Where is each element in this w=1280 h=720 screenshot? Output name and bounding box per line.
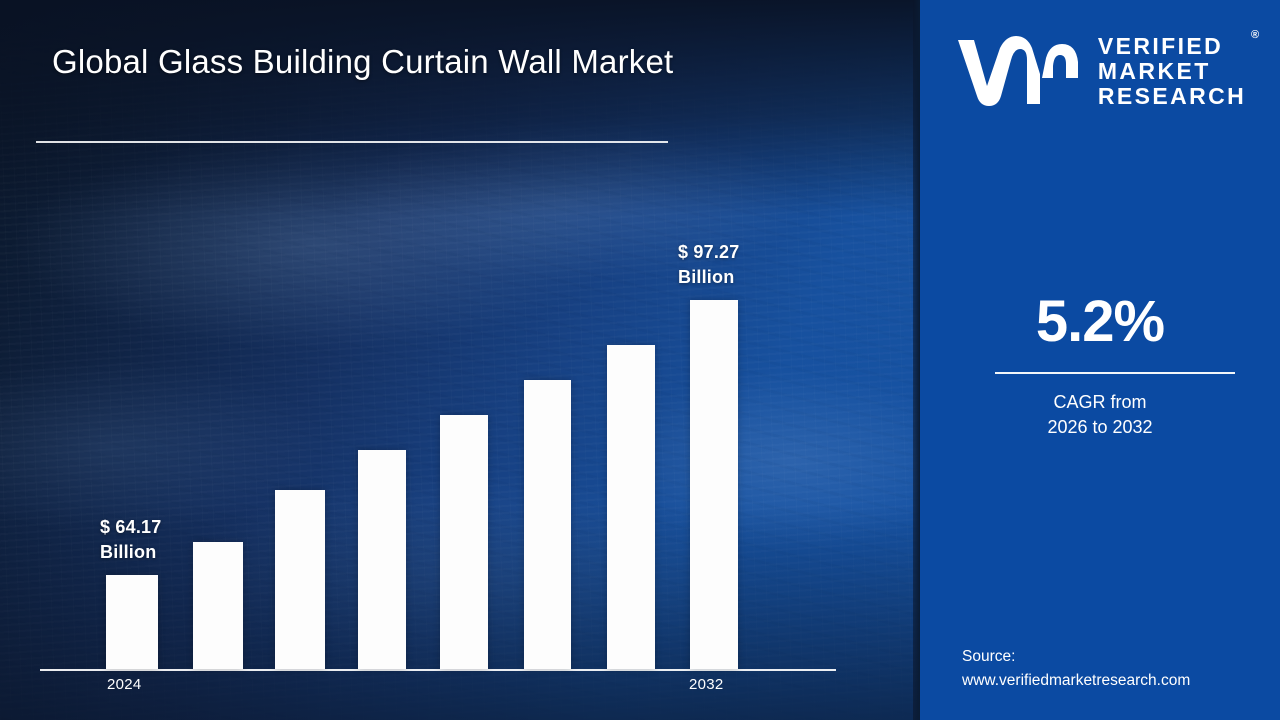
axis-tick-label-2032: 2032 xyxy=(689,676,724,693)
cagr-value: 5.2% xyxy=(1035,289,1165,354)
page-title: Global Glass Building Curtain Wall Marke… xyxy=(52,40,712,84)
brand-logo[interactable]: VERIFIED MARKET RESEARCH ® xyxy=(920,28,1280,114)
source-label: Source: xyxy=(962,648,1016,665)
registered-trademark-icon: ® xyxy=(1251,28,1260,41)
bar-2028 xyxy=(440,415,488,669)
bar-2029 xyxy=(524,380,571,669)
title-underline-divider xyxy=(36,141,668,143)
chart-axis-line xyxy=(40,669,836,671)
vmr-monogram-icon xyxy=(957,36,1078,106)
page-title-text: Global Glass Building Curtain Wall Marke… xyxy=(52,43,674,80)
value-label-first-line1: $ 64.17 xyxy=(100,517,162,537)
brand-logo-line-2: MARKET xyxy=(1097,57,1211,84)
cagr-caption: CAGR from 2026 to 2032 xyxy=(920,390,1280,440)
chart-panel: Global Glass Building Curtain Wall Marke… xyxy=(0,0,920,720)
value-label-first: $ 64.17 Billion xyxy=(100,515,161,565)
value-label-last-line2: Billion xyxy=(678,267,735,287)
bar-2027 xyxy=(358,450,406,669)
bar-2032 xyxy=(690,300,738,669)
source-credit: Source: www.verifiedmarketresearch.com xyxy=(962,645,1280,693)
cagr-divider xyxy=(995,372,1235,374)
value-label-first-line2: Billion xyxy=(100,542,157,562)
cagr-caption-line-1: CAGR from xyxy=(1053,392,1147,412)
source-url[interactable]: www.verifiedmarketresearch.com xyxy=(962,672,1191,689)
brand-panel: VERIFIED MARKET RESEARCH ® 5.2% xyxy=(920,0,1280,720)
axis-tick-label-2024: 2024 xyxy=(107,676,142,693)
brand-logo-line-1: VERIFIED xyxy=(1097,32,1224,59)
value-label-last: $ 97.27 Billion xyxy=(678,240,739,290)
brand-logo-line-3: RESEARCH xyxy=(1097,82,1247,109)
brand-logo-text: VERIFIED MARKET RESEARCH ® xyxy=(1097,29,1259,109)
bar-2024 xyxy=(106,575,158,669)
bar-2026 xyxy=(275,490,325,669)
bar-chart: 2024 2032 xyxy=(40,300,836,693)
cagr-caption-line-2: 2026 to 2032 xyxy=(1047,417,1153,437)
bar-2030 xyxy=(607,345,655,669)
panel-edge-strip xyxy=(913,0,920,720)
bar-2025 xyxy=(193,542,243,669)
value-label-last-line1: $ 97.27 xyxy=(678,242,740,262)
